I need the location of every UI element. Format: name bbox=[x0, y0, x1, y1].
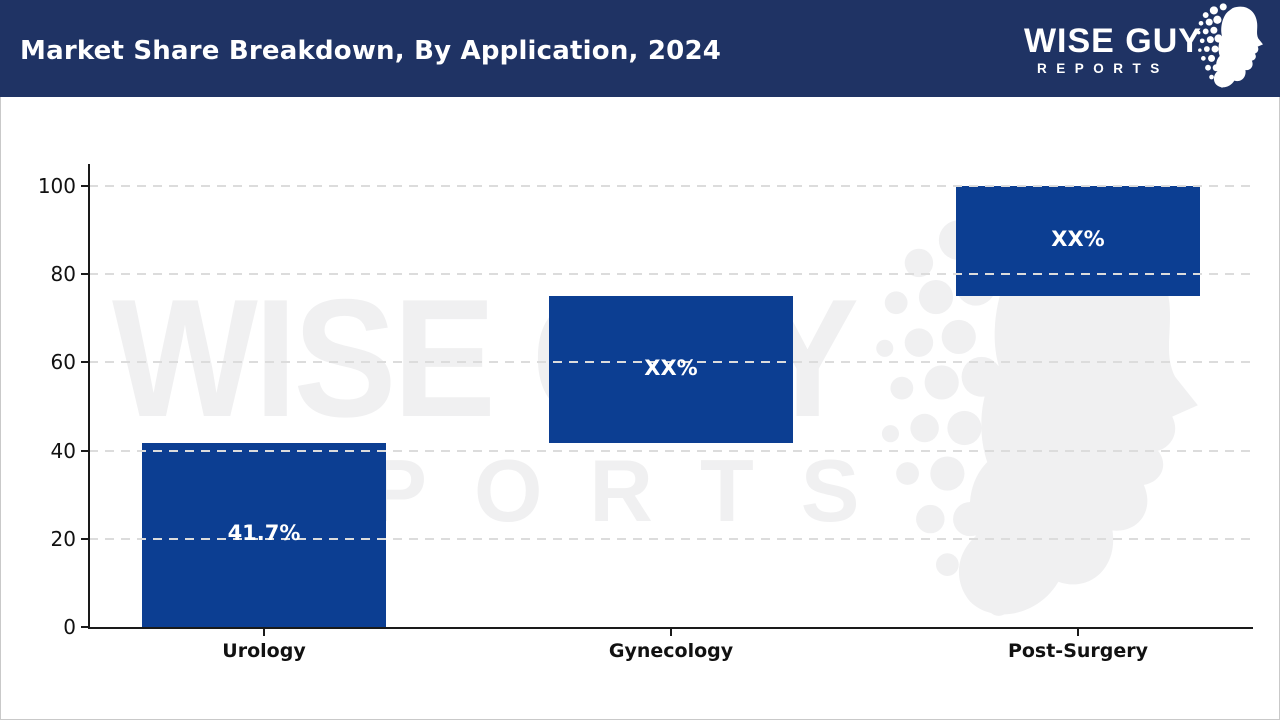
x-axis bbox=[88, 627, 1253, 629]
brand-subtitle: REPORTS bbox=[1036, 60, 1169, 76]
y-tick-mark bbox=[81, 537, 89, 540]
grid-line bbox=[89, 273, 1253, 276]
brand-name: WISE GUY bbox=[1023, 22, 1202, 61]
bar-gynecology bbox=[548, 296, 794, 444]
y-tick-mark bbox=[81, 449, 89, 452]
bar-value-label: 41.7% bbox=[227, 521, 301, 546]
y-tick-label: 40 bbox=[50, 438, 76, 463]
y-tick-label: 0 bbox=[63, 615, 76, 639]
y-tick-mark bbox=[81, 626, 89, 628]
y-axis bbox=[88, 164, 90, 629]
brand-wordmark: WISE GUY REPORTS bbox=[1023, 22, 1202, 76]
grid-line bbox=[89, 537, 1253, 540]
bar-value-label: XX% bbox=[1051, 227, 1105, 252]
bar-urology bbox=[141, 443, 387, 627]
grid-line bbox=[89, 449, 1253, 452]
x-tick-label-gynecology: Gynecology bbox=[608, 640, 734, 662]
y-tick-label: 100 bbox=[37, 174, 76, 199]
grid-line bbox=[89, 185, 1253, 188]
y-tick-label: 60 bbox=[50, 350, 76, 375]
brand-logo: WISE GUY REPORTS bbox=[1024, 4, 1270, 96]
x-tick-mark bbox=[263, 629, 265, 636]
x-tick-mark bbox=[670, 629, 672, 636]
header: Market Share Breakdown, By Application, … bbox=[0, 0, 1280, 97]
y-tick-label: 80 bbox=[50, 262, 76, 287]
bar-value-label: XX% bbox=[644, 355, 698, 380]
y-tick-mark bbox=[81, 273, 89, 276]
y-tick-mark bbox=[81, 361, 89, 364]
grid-line bbox=[89, 361, 1253, 364]
page-title: Market Share Breakdown, By Application, … bbox=[20, 36, 722, 66]
y-tick-mark bbox=[81, 185, 89, 188]
x-tick-mark bbox=[1076, 629, 1079, 636]
x-tick-label-urology: Urology bbox=[222, 640, 306, 662]
bar-post-surgery bbox=[955, 186, 1201, 297]
y-tick-label: 20 bbox=[50, 526, 76, 551]
x-tick-label-post-surgery: Post-Surgery bbox=[1007, 640, 1149, 662]
brand-face-icon bbox=[1194, 2, 1270, 96]
